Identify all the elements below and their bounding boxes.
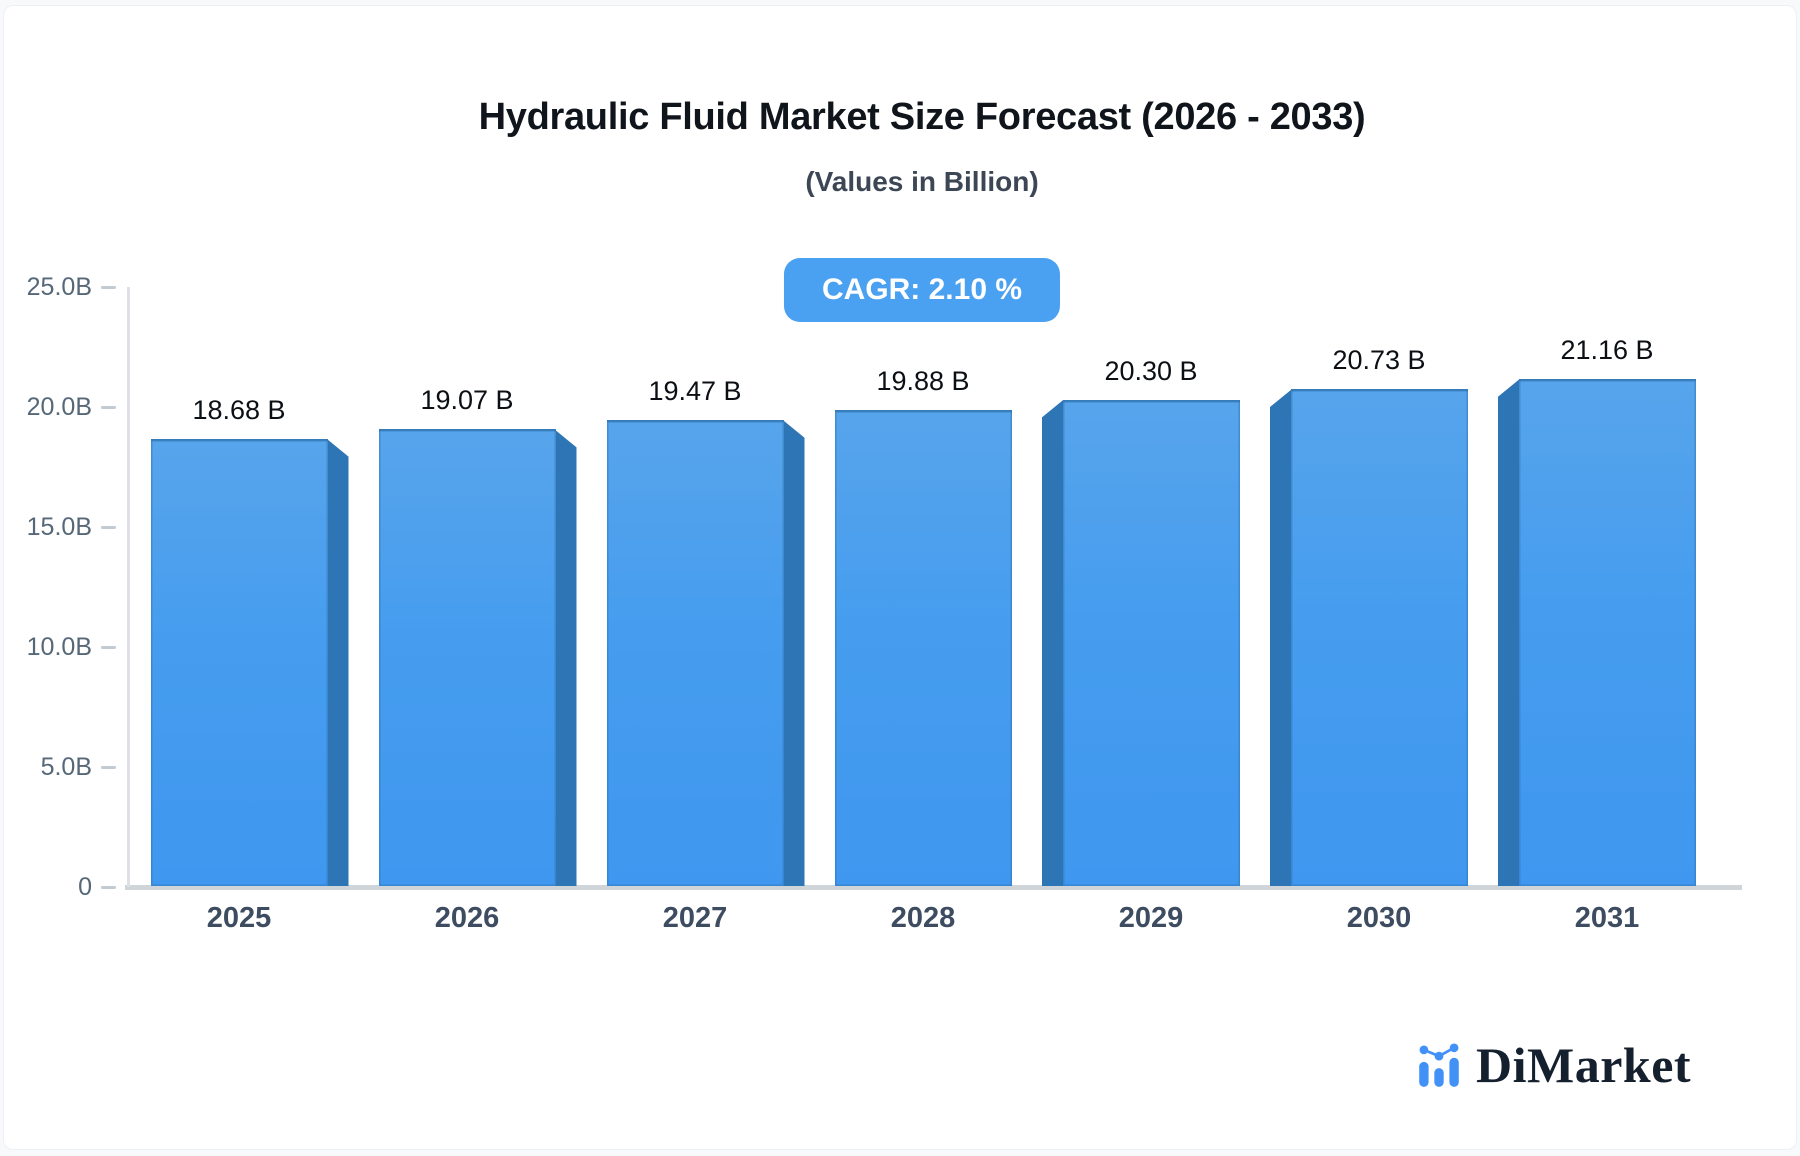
x-axis-label-2028: 2028	[890, 902, 956, 934]
bar-2028	[834, 409, 1012, 886]
y-tick-label: 5.0B	[40, 753, 92, 781]
x-axis-label-2029: 2029	[1118, 902, 1184, 934]
bar-chart-logo-icon	[1419, 1043, 1459, 1087]
chart-title: Hydraulic Fluid Market Size Forecast (20…	[478, 96, 1366, 138]
bar-value-label: 20.30 B	[1104, 355, 1198, 386]
bar-value-label: 19.47 B	[648, 375, 742, 406]
y-tick-mark	[101, 405, 116, 409]
x-axis-label-2027: 2027	[662, 902, 728, 934]
y-tick-label: 10.0B	[26, 633, 92, 661]
bar-side-panel	[554, 429, 577, 886]
bar-value-label: 21.16 B	[1560, 335, 1654, 366]
bar-value-label: 18.68 B	[192, 394, 286, 425]
y-tick-mark	[101, 285, 116, 289]
y-tick-mark	[101, 885, 116, 889]
x-axis-label-2030: 2030	[1346, 902, 1412, 934]
cagr-badge-label: CAGR: 2.10 %	[821, 273, 1023, 306]
bar-side-panel	[1041, 399, 1064, 886]
y-tick-mark	[101, 765, 116, 769]
bar-2026	[378, 429, 556, 886]
bar-2027	[606, 419, 784, 886]
bar-value-label: 19.88 B	[876, 365, 970, 396]
bar-2030	[1290, 389, 1468, 886]
chart-subtitle: (Values in Billion)	[805, 166, 1039, 197]
x-axis-label-2026: 2026	[434, 902, 500, 934]
y-tick-mark	[101, 525, 116, 529]
y-tick-label: 25.0B	[26, 273, 92, 301]
y-tick-label: 20.0B	[26, 393, 92, 421]
y-tick-mark	[101, 645, 116, 649]
bar-side-panel	[1269, 389, 1292, 886]
bar-side-panel	[782, 419, 805, 886]
y-axis-line	[127, 287, 130, 887]
y-tick-label: 0	[78, 873, 92, 901]
y-tick-label: 15.0B	[26, 513, 92, 541]
bar-value-label: 19.07 B	[420, 385, 514, 416]
bar-2029	[1062, 399, 1240, 886]
bar-2031	[1518, 379, 1696, 886]
x-axis-label-2025: 2025	[206, 902, 272, 934]
bar-value-label: 20.73 B	[1332, 345, 1426, 376]
x-axis-baseline	[125, 885, 1742, 890]
brand-name: DiMarket	[1476, 1037, 1692, 1093]
x-axis-label-2031: 2031	[1574, 902, 1640, 934]
brand-logo: DiMarket	[1414, 1036, 1691, 1094]
bar-side-panel	[326, 438, 349, 886]
bar-side-panel	[1497, 379, 1520, 886]
cagr-badge: CAGR: 2.10 %	[783, 258, 1061, 322]
bar-2025	[150, 438, 328, 886]
